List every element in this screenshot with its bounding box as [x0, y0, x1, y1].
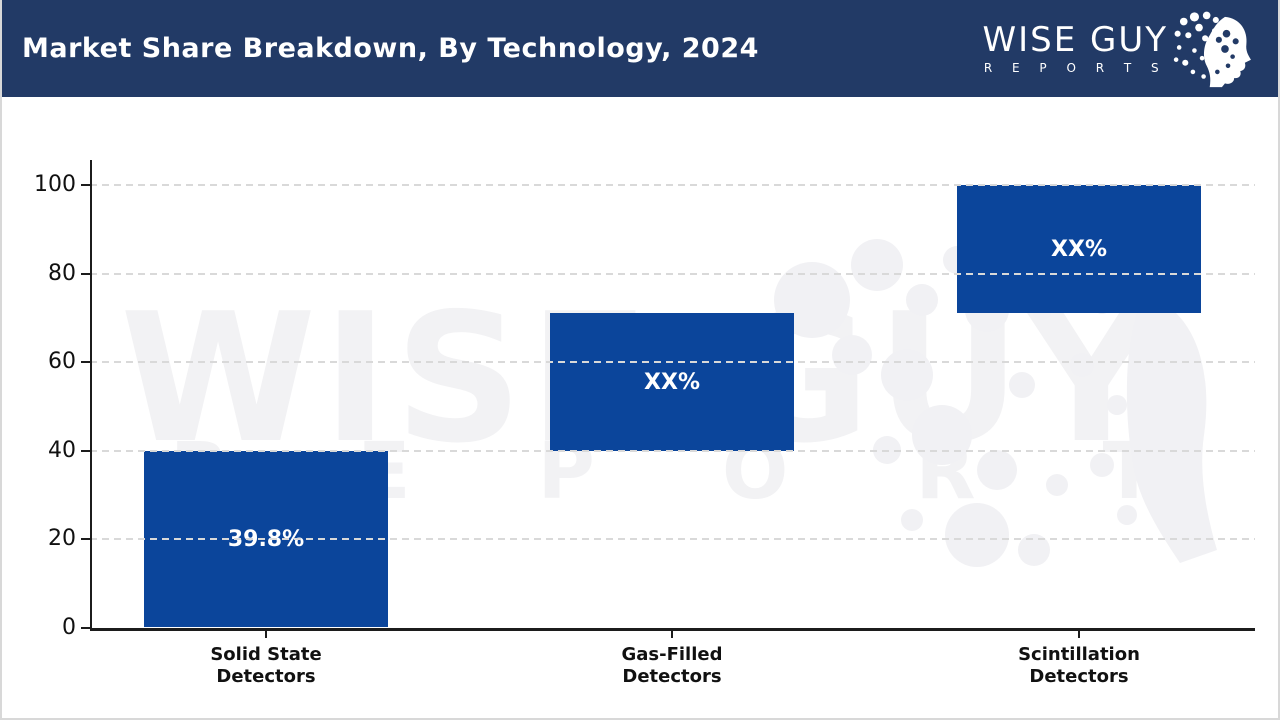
bar-value-label: XX% [1051, 236, 1107, 262]
bar-value-label: XX% [644, 369, 700, 395]
y-tick-0 [81, 626, 90, 629]
y-tick-40 [81, 449, 90, 452]
wiseguy-face-icon [1173, 11, 1251, 87]
y-tick-label-40: 40 [48, 437, 76, 463]
page-title: Market Share Breakdown, By Technology, 2… [22, 33, 759, 64]
y-tick-60 [81, 361, 90, 363]
category-label: Gas-Filled Detectors [621, 643, 723, 687]
gridline-100 [90, 184, 1255, 186]
wiseguy-logo: WISE GUY R E P O R T S [982, 9, 1254, 89]
y-tick-label-0: 0 [62, 614, 76, 640]
y-tick-20 [81, 538, 90, 540]
gridline-40 [90, 449, 1255, 452]
gridline-80 [90, 272, 1255, 275]
gridline-20 [90, 538, 1255, 540]
logo-subtitle: R E P O R T S [983, 60, 1167, 75]
y-tick-label-20: 20 [48, 526, 76, 551]
y-tick-80 [81, 272, 90, 275]
y-tick-label-100: 100 [34, 172, 76, 197]
x-axis-line [90, 627, 1255, 631]
y-axis-line [90, 160, 92, 630]
x-tick [265, 630, 267, 638]
y-tick-label-60: 60 [48, 349, 76, 374]
gridline-60 [90, 361, 1255, 363]
x-tick [671, 630, 673, 638]
bar-segment: XX% [550, 313, 794, 452]
header-banner: Market Share Breakdown, By Technology, 2… [2, 0, 1278, 97]
logo-wordmark: WISE GUY [982, 19, 1168, 60]
category-label: Solid State Detectors [210, 643, 322, 687]
category-label: Scintillation Detectors [1018, 643, 1140, 687]
x-tick [1078, 630, 1080, 638]
y-tick-100 [81, 184, 90, 186]
y-tick-label-80: 80 [48, 260, 76, 286]
bar-segment: XX% [957, 185, 1201, 314]
chart-area: WISE GUY R E P O R T S 0 20 40 60 80 100 39.8%… [2, 97, 1278, 718]
